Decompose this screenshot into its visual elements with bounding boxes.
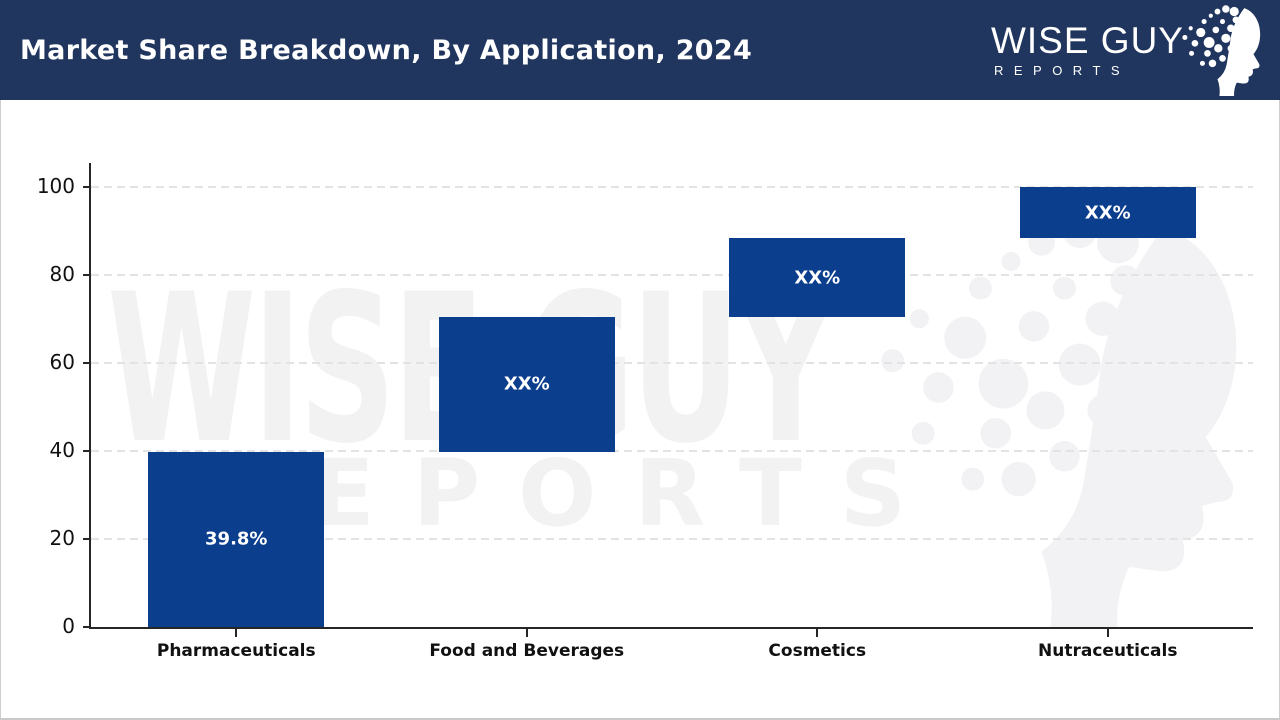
bar-value-label-pharmaceuticals: 39.8% (205, 528, 268, 550)
logo-wordmark: WISE GUY (990, 20, 1184, 61)
y-tick-label: 0 (62, 614, 75, 638)
bar-food-and-beverages (438, 316, 615, 452)
gridline-20 (91, 538, 1253, 540)
y-axis-line (89, 163, 91, 629)
bar-value-label-cosmetics: XX% (794, 267, 841, 289)
logo: WISE GUY REPORTS (991, 4, 1270, 96)
chart-area: WISE GUY REPORTS 0 20 40 60 80 100 39.8% Pharma… (0, 100, 1280, 720)
logo-subtitle: REPORTS (993, 63, 1131, 78)
bar-value-label-nutraceuticals: XX% (1084, 202, 1131, 224)
gridline-100 (91, 186, 1253, 188)
bar-pharmaceuticals (148, 451, 325, 627)
gridline-40 (91, 450, 1253, 452)
gridline-80 (91, 274, 1253, 276)
bar-cosmetics (729, 238, 906, 317)
y-tick-mark (83, 626, 91, 628)
x-axis-line (89, 627, 1253, 629)
x-axis-label-nutraceuticals: Nutraceuticals (1038, 641, 1178, 661)
x-tick-mark (235, 629, 238, 637)
x-tick-mark (525, 629, 528, 637)
y-tick-label: 60 (49, 350, 75, 374)
y-tick-mark (83, 450, 91, 452)
gridline-60 (91, 362, 1253, 364)
x-axis-label-cosmetics: Cosmetics (768, 641, 867, 661)
x-tick-mark (1106, 629, 1109, 637)
y-tick-label: 100 (36, 174, 75, 198)
x-tick-mark (816, 629, 819, 637)
bar-nutraceuticals (1019, 187, 1196, 239)
face-watermark-icon (853, 208, 1253, 636)
y-tick-mark (83, 274, 91, 276)
x-axis-label-pharmaceuticals: Pharmaceuticals (156, 641, 316, 661)
page-title: Market Share Breakdown, By Application, … (20, 34, 753, 66)
y-tick-mark (83, 186, 91, 188)
bar-value-label-food-and-beverages: XX% (503, 373, 550, 395)
y-tick-label: 80 (49, 262, 75, 286)
x-axis-label-food-and-beverages: Food and Beverages (429, 641, 625, 661)
logo-text: WISE GUY REPORTS (991, 22, 1184, 78)
y-tick-mark (83, 362, 91, 364)
y-tick-mark (83, 538, 91, 540)
logo-face-icon (1170, 4, 1270, 96)
header: Market Share Breakdown, By Application, … (0, 0, 1280, 100)
y-tick-label: 20 (49, 526, 75, 550)
y-tick-label: 40 (49, 438, 75, 462)
